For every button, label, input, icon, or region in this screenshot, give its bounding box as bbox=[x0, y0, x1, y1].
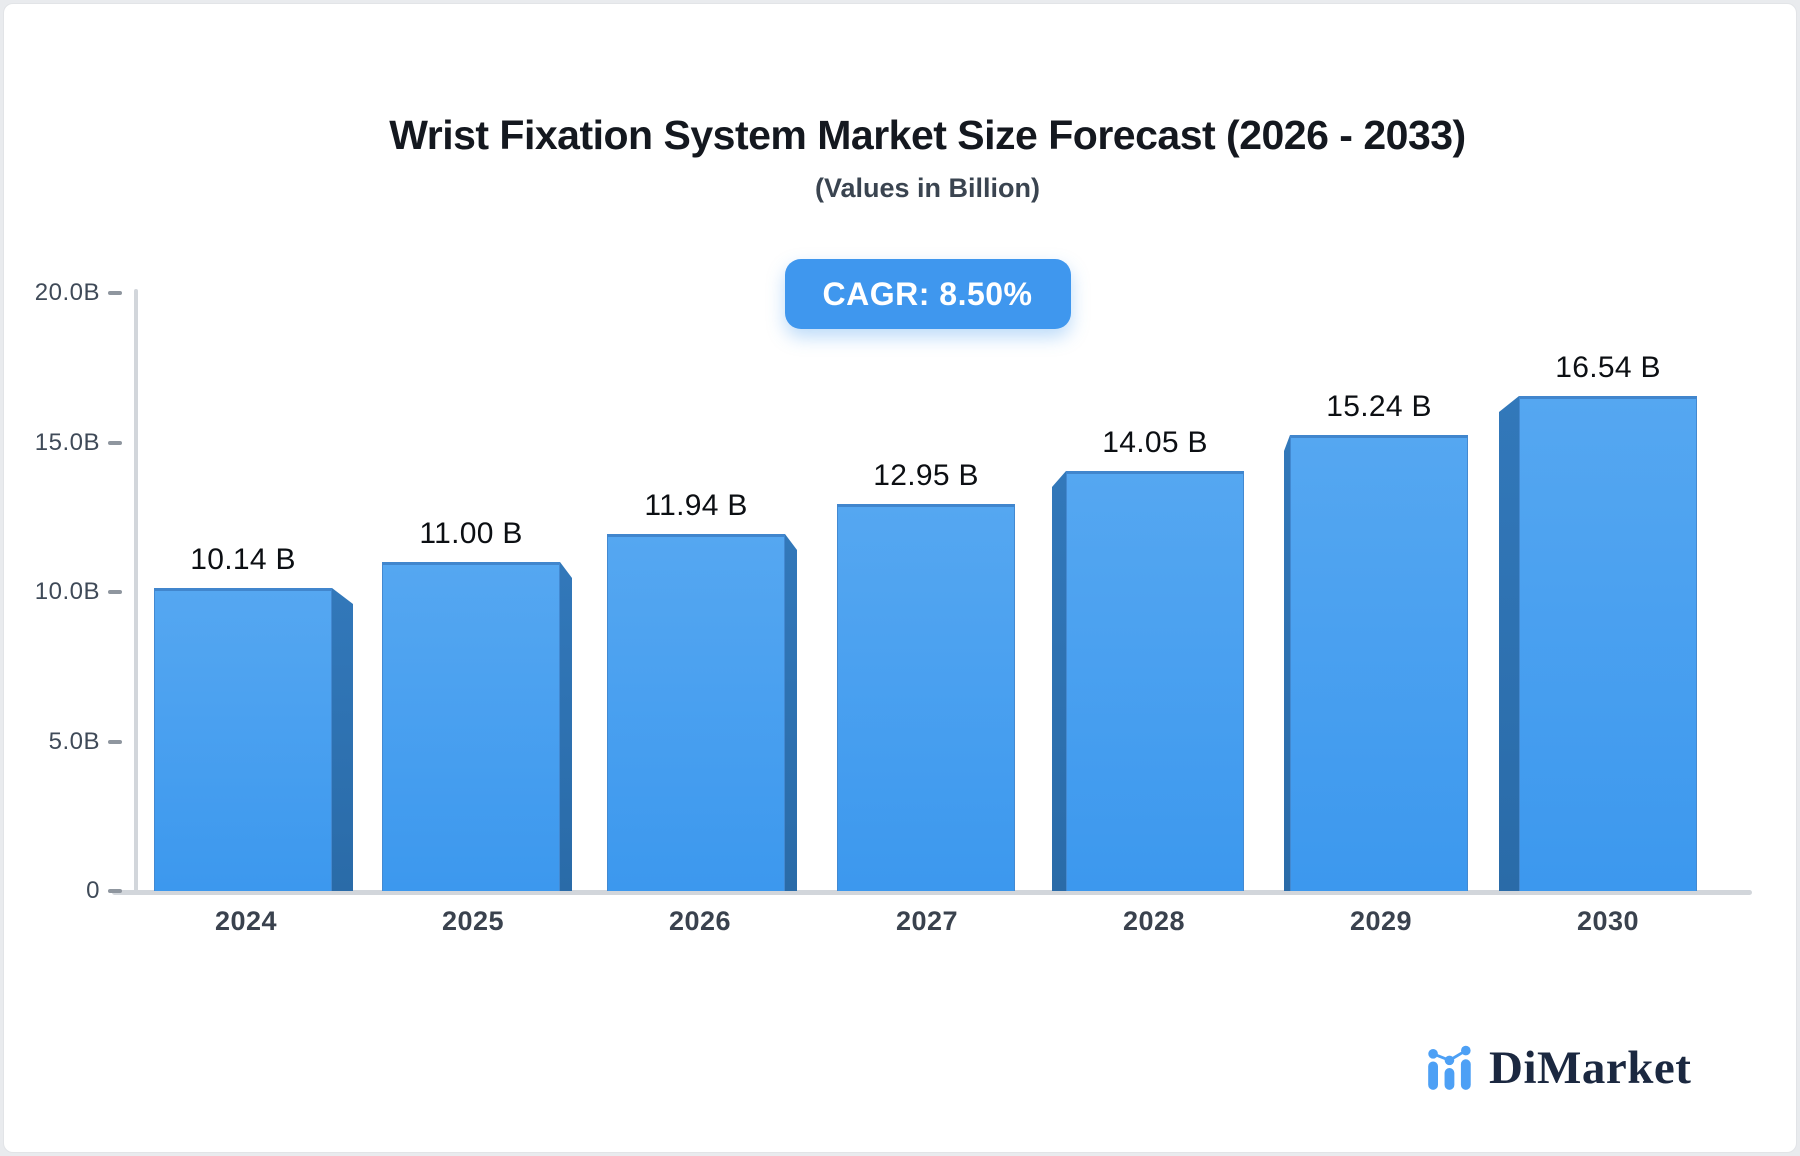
bar-face bbox=[1290, 435, 1468, 891]
logo-mini-bar-chart-icon bbox=[1428, 1045, 1471, 1090]
bar-value-label-2025: 11.00 B bbox=[419, 517, 523, 550]
bar-2030[interactable]: 16.54 B bbox=[1499, 351, 1697, 891]
y-axis-tick-label-15.0B: 15.0B bbox=[34, 428, 100, 456]
bar-face bbox=[1066, 471, 1244, 891]
bar-2025[interactable]: 11.00 B bbox=[382, 517, 572, 891]
bar-value-label-2024: 10.14 B bbox=[190, 543, 296, 576]
chart-subtitle: (Values in Billion) bbox=[814, 173, 1041, 203]
bar-3d-side bbox=[560, 562, 572, 891]
y-axis-tick-label-5.0B: 5.0B bbox=[48, 727, 100, 755]
bar-value-label-2026: 11.94 B bbox=[644, 489, 748, 522]
bar-face bbox=[154, 588, 332, 891]
x-axis-label-2025: 2025 bbox=[441, 906, 505, 936]
y-axis-tick-dash bbox=[108, 590, 122, 594]
y-axis-tick-label-0: 0 bbox=[86, 877, 100, 904]
bar-face bbox=[382, 562, 560, 891]
chart-title: Wrist Fixation System Market Size Foreca… bbox=[389, 112, 1466, 158]
chart-card: Wrist Fixation System Market Size Foreca… bbox=[3, 3, 1797, 1153]
bar-2029[interactable]: 15.24 B bbox=[1284, 390, 1468, 891]
bar-face bbox=[1519, 396, 1697, 891]
y-axis-tick-dash bbox=[108, 440, 122, 445]
x-axis-label-2027: 2027 bbox=[895, 906, 959, 936]
bar-2024[interactable]: 10.14 B bbox=[154, 543, 353, 891]
bar-3d-side bbox=[1499, 396, 1519, 891]
brand-logo: DiMarket bbox=[1426, 1042, 1691, 1094]
chart-header: Wrist Fixation System Market Size Foreca… bbox=[59, 112, 1796, 329]
bar-value-label-2030: 16.54 B bbox=[1555, 351, 1661, 384]
x-axis-label-2024: 2024 bbox=[214, 906, 278, 936]
bar-2027[interactable]: 12.95 B bbox=[837, 459, 1015, 891]
x-axis-label-2026: 2026 bbox=[668, 906, 732, 936]
y-axis-tick-dash bbox=[108, 739, 122, 744]
x-axis-label-2030: 2030 bbox=[1576, 906, 1640, 936]
x-axis-label-2029: 2029 bbox=[1349, 906, 1413, 936]
bar-3d-side bbox=[1284, 435, 1290, 891]
bar-value-label-2027: 12.95 B bbox=[873, 459, 979, 492]
x-axis-line bbox=[112, 890, 1752, 895]
bar-2028[interactable]: 14.05 B bbox=[1052, 426, 1244, 891]
bar-chart-plot: 20.0B 15.0B 10.0B 5.0B 0 10.14 B 11.00 B 11.94… bbox=[4, 4, 1796, 1152]
y-axis-tick-dash bbox=[108, 889, 122, 893]
bar-3d-side bbox=[1052, 471, 1066, 891]
x-axis-label-2028: 2028 bbox=[1122, 906, 1186, 936]
bar-value-label-2028: 14.05 B bbox=[1102, 426, 1208, 459]
y-axis-line bbox=[134, 289, 138, 892]
bar-face bbox=[607, 534, 785, 891]
y-axis-tick-dash bbox=[108, 291, 122, 295]
y-axis-tick-label-20.0B: 20.0B bbox=[34, 279, 100, 306]
bar-2026[interactable]: 11.94 B bbox=[607, 489, 797, 891]
y-axis-tick-label-10.0B: 10.0B bbox=[34, 578, 100, 605]
bar-face bbox=[837, 504, 1015, 891]
cagr-badge: CAGR: 8.50% bbox=[784, 259, 1071, 329]
bar-value-label-2029: 15.24 B bbox=[1326, 390, 1432, 423]
bar-3d-side bbox=[785, 534, 797, 891]
bar-3d-side bbox=[332, 588, 353, 891]
logo-text: DiMarket bbox=[1489, 1042, 1692, 1094]
